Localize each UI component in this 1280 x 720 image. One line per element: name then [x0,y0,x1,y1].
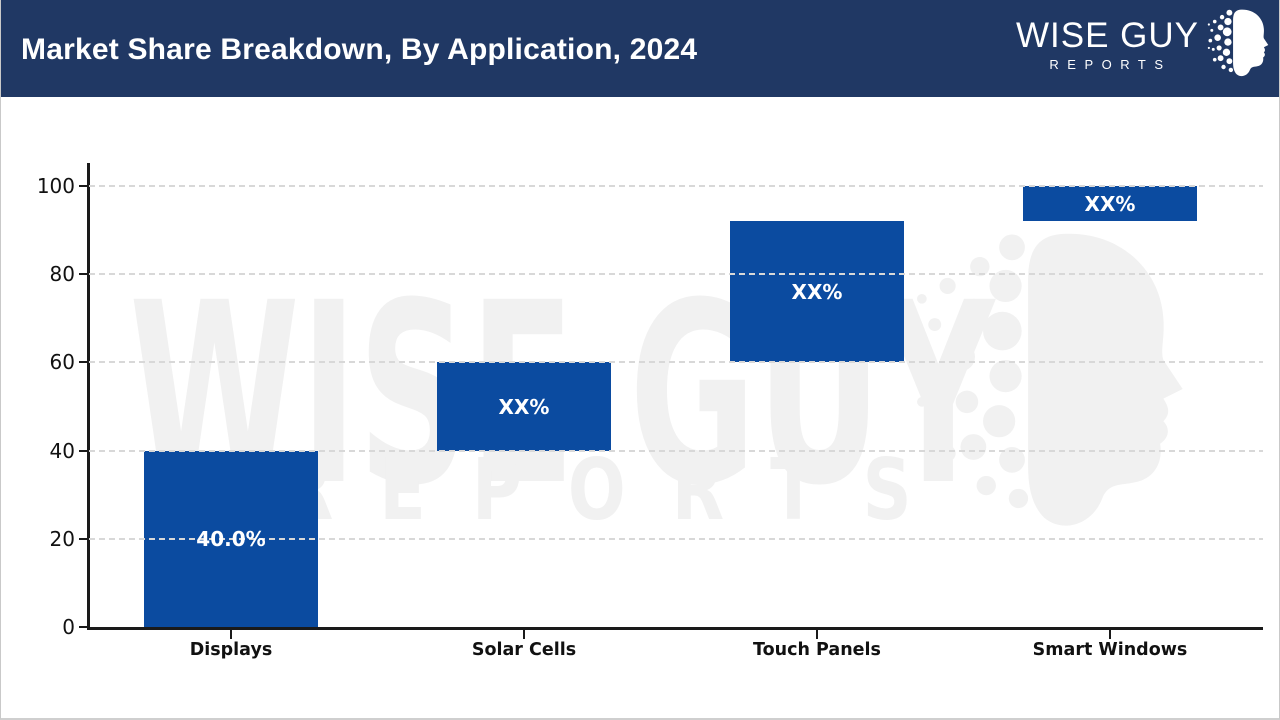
bar-value-label: XX% [791,279,843,304]
bar-segment [437,362,611,451]
y-axis-line [87,163,90,629]
brand-head-watermark-icon [917,233,1183,526]
brand-subtitle: REPORTS [1049,57,1172,72]
y-tick [79,361,87,364]
brand-head-icon [1207,9,1269,77]
y-tick-label: 20 [49,526,75,551]
brand-wordmark: WISE GUY [1015,16,1199,55]
y-tick [79,537,87,540]
y-tick [79,185,87,187]
y-tick [79,273,87,276]
y-tick-label: 40 [49,438,75,463]
x-tick [230,629,232,639]
x-tick [1109,629,1111,639]
bar-segment [1023,186,1197,222]
gridline [89,273,1263,276]
y-tick-label: 100 [36,174,75,198]
gridline [89,185,1263,187]
y-tick-label: 0 [62,615,75,639]
bar-value-label: XX% [1084,191,1136,216]
y-tick-label: 80 [49,262,75,287]
gridline [89,361,1263,364]
x-tick [523,629,525,639]
gridline [89,537,1263,540]
y-tick [79,449,87,452]
bar-segment [730,221,904,363]
bar-value-label: 40.0% [196,526,266,551]
chart-title: Market Share Breakdown, By Application, … [21,33,698,66]
gridline [89,449,1263,452]
y-tick-label: 60 [49,350,75,375]
bar-value-label: XX% [498,394,550,419]
x-tick [816,629,818,639]
brand-logo: WISE GUY REPORTS [1016,8,1269,82]
x-category-label: Smart Windows [1032,640,1188,660]
x-category-label: Touch Panels [753,640,881,660]
x-axis-line [87,627,1263,630]
brand-watermark-line2: R E P O R T S [281,441,923,540]
y-tick [79,626,87,628]
x-category-label: Displays [189,640,273,660]
header-band: Market Share Breakdown, By Application, … [1,0,1279,97]
x-category-label: Solar Cells [471,640,577,660]
